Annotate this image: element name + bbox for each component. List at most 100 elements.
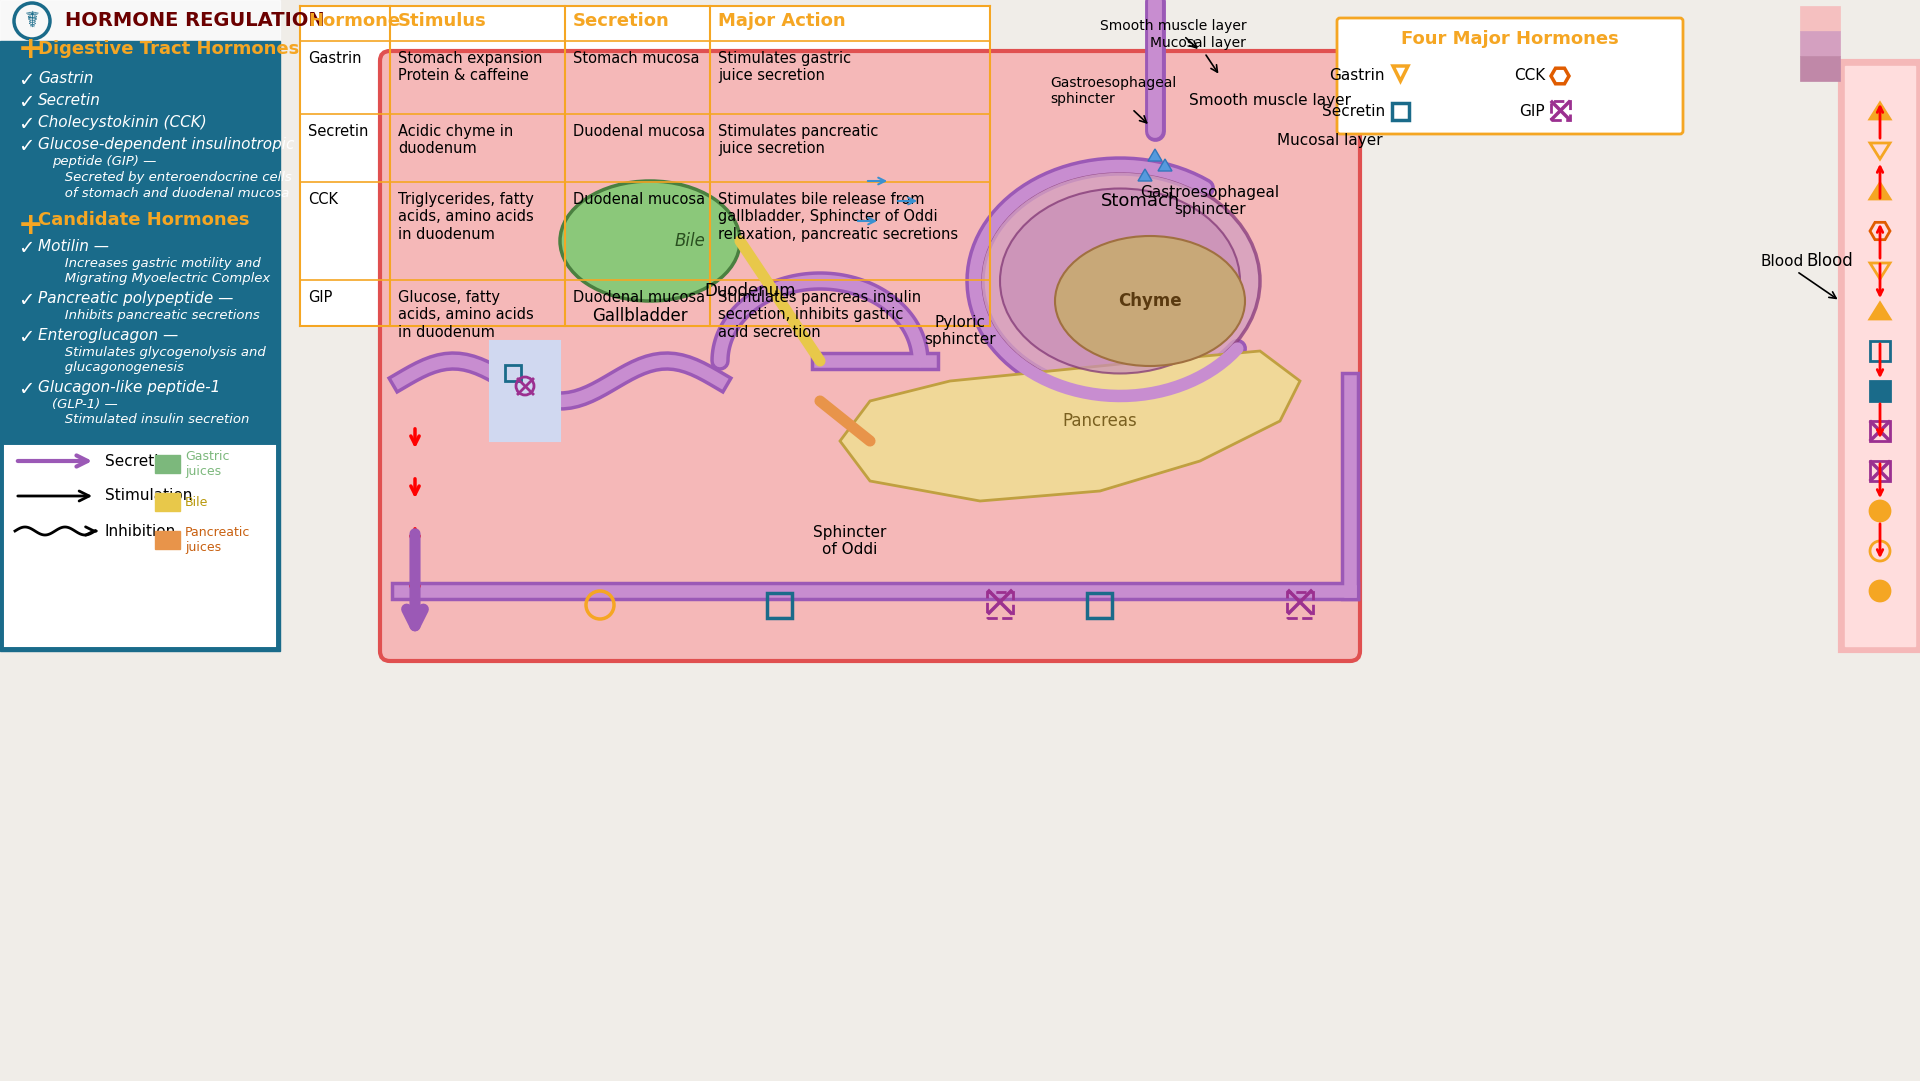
Bar: [1801, 31, 1839, 56]
Text: Secretin: Secretin: [307, 124, 369, 139]
Text: Mucosal layer: Mucosal layer: [1277, 133, 1382, 148]
Text: Four Major Hormones: Four Major Hormones: [1402, 30, 1619, 48]
Polygon shape: [1139, 169, 1152, 181]
Text: Glucose, fatty
acids, amino acids
in duodenum: Glucose, fatty acids, amino acids in duo…: [397, 290, 534, 339]
Ellipse shape: [979, 171, 1260, 391]
Text: HORMONE REGULATION: HORMONE REGULATION: [65, 12, 324, 30]
Polygon shape: [1870, 103, 1889, 119]
Text: ✓: ✓: [17, 381, 35, 399]
Bar: [1870, 421, 1889, 441]
Text: Duodenal mucosa: Duodenal mucosa: [572, 192, 705, 206]
Text: Stimulated insulin secretion: Stimulated insulin secretion: [52, 413, 250, 426]
Text: Glucose-dependent insulinotropic: Glucose-dependent insulinotropic: [38, 137, 294, 152]
Bar: [1801, 6, 1839, 31]
Bar: [156, 531, 180, 549]
Text: Enteroglucagon —: Enteroglucagon —: [38, 328, 179, 343]
Text: +: +: [17, 35, 44, 64]
Text: Duodenal mucosa: Duodenal mucosa: [572, 290, 705, 305]
Text: CCK: CCK: [1513, 68, 1546, 83]
Text: Stimulates pancreatic
juice secretion: Stimulates pancreatic juice secretion: [718, 124, 877, 157]
FancyBboxPatch shape: [1336, 18, 1684, 134]
Text: ✓: ✓: [17, 328, 35, 347]
Text: Motilin —: Motilin —: [38, 239, 109, 254]
Circle shape: [1870, 501, 1889, 521]
Text: +: +: [17, 211, 44, 240]
Polygon shape: [841, 351, 1300, 501]
Text: Pancreas: Pancreas: [1062, 412, 1137, 430]
Text: ✓: ✓: [17, 93, 35, 112]
Text: Smooth muscle layer: Smooth muscle layer: [1100, 19, 1246, 48]
Text: Inhibition: Inhibition: [106, 523, 177, 538]
Text: GIP: GIP: [1519, 104, 1546, 119]
Bar: [1870, 341, 1889, 361]
Text: Stomach mucosa: Stomach mucosa: [572, 51, 699, 66]
Text: GIP: GIP: [307, 290, 332, 305]
Bar: [1392, 103, 1409, 120]
Text: Glucagon-like peptide-1: Glucagon-like peptide-1: [38, 381, 221, 395]
Polygon shape: [1870, 183, 1889, 199]
FancyBboxPatch shape: [380, 51, 1359, 660]
Text: Gastric
juices: Gastric juices: [184, 450, 230, 478]
Text: Stimulus: Stimulus: [397, 12, 488, 30]
Text: ☤: ☤: [25, 11, 40, 31]
Text: Stomach: Stomach: [1100, 192, 1179, 210]
Text: Sphincter
of Oddi: Sphincter of Oddi: [814, 524, 887, 557]
Text: Stimulates gastric
juice secretion: Stimulates gastric juice secretion: [718, 51, 851, 83]
Text: peptide (GIP) —: peptide (GIP) —: [52, 155, 156, 168]
Text: CCK: CCK: [307, 192, 338, 206]
Text: Inhibits pancreatic secretions: Inhibits pancreatic secretions: [52, 309, 259, 322]
Text: of stomach and duodenal mucosa: of stomach and duodenal mucosa: [52, 187, 290, 200]
Text: Major Action: Major Action: [718, 12, 845, 30]
Text: Triglycerides, fatty
acids, amino acids
in duodenum: Triglycerides, fatty acids, amino acids …: [397, 192, 534, 242]
Polygon shape: [1158, 159, 1171, 171]
Circle shape: [1870, 580, 1889, 601]
Text: Stomach expansion
Protein & caffeine: Stomach expansion Protein & caffeine: [397, 51, 541, 83]
Text: Duodenal mucosa: Duodenal mucosa: [572, 124, 705, 139]
Text: ✓: ✓: [17, 239, 35, 258]
Text: Acidic chyme in
duodenum: Acidic chyme in duodenum: [397, 124, 513, 157]
Text: Duodenum: Duodenum: [705, 282, 795, 301]
Bar: [1845, 66, 1914, 646]
Bar: [1870, 381, 1889, 401]
Text: Stimulates bile release from
gallbladder, Sphincter of Oddi
relaxation, pancreat: Stimulates bile release from gallbladder…: [718, 192, 958, 242]
Bar: [1870, 461, 1889, 481]
Text: Blood: Blood: [1807, 252, 1853, 270]
Text: Hormone: Hormone: [307, 12, 399, 30]
Text: Candidate Hormones: Candidate Hormones: [38, 211, 250, 229]
Bar: [0, 0, 280, 41]
Text: ✓: ✓: [17, 137, 35, 156]
Text: Secretin: Secretin: [1321, 104, 1384, 119]
Bar: [0, 0, 280, 41]
Text: ✓: ✓: [17, 71, 35, 90]
Bar: [300, 6, 991, 326]
Bar: [766, 593, 791, 618]
Text: Migrating Myoelectric Complex: Migrating Myoelectric Complex: [52, 272, 271, 285]
Text: Stimulates glycogenolysis and: Stimulates glycogenolysis and: [52, 346, 265, 359]
Text: glucagonogenesis: glucagonogenesis: [52, 361, 184, 374]
Bar: [6, 446, 275, 646]
Text: Chyme: Chyme: [1117, 292, 1183, 310]
Text: Bile: Bile: [184, 495, 209, 508]
Text: Pancreatic polypeptide —: Pancreatic polypeptide —: [38, 291, 234, 306]
Text: Secretin: Secretin: [38, 93, 102, 108]
Text: Bile: Bile: [674, 232, 705, 250]
Bar: [0, 41, 280, 651]
Text: Mucosal layer: Mucosal layer: [1150, 36, 1246, 72]
Text: Smooth muscle layer: Smooth muscle layer: [1188, 93, 1352, 108]
Text: Gastroesophageal
sphincter: Gastroesophageal sphincter: [1140, 185, 1279, 217]
Text: Gallbladder: Gallbladder: [591, 307, 687, 325]
Text: Stimulates pancreas insulin
secretion, inhibits gastric
acid secretion: Stimulates pancreas insulin secretion, i…: [718, 290, 922, 339]
Text: Increases gastric motility and: Increases gastric motility and: [52, 257, 261, 270]
Text: Gastrin: Gastrin: [307, 51, 361, 66]
Text: Digestive Tract Hormones: Digestive Tract Hormones: [38, 40, 300, 58]
Text: Blood: Blood: [1761, 254, 1836, 298]
Bar: [1839, 61, 1920, 651]
Polygon shape: [1870, 303, 1889, 319]
Polygon shape: [1148, 149, 1162, 161]
Text: Gastrin: Gastrin: [1329, 68, 1384, 83]
Ellipse shape: [561, 181, 739, 301]
Text: Gastrin: Gastrin: [38, 71, 94, 86]
Text: Pancreatic
juices: Pancreatic juices: [184, 526, 250, 553]
Text: Secreted by enteroendocrine cells: Secreted by enteroendocrine cells: [52, 171, 292, 184]
Bar: [1551, 101, 1571, 120]
